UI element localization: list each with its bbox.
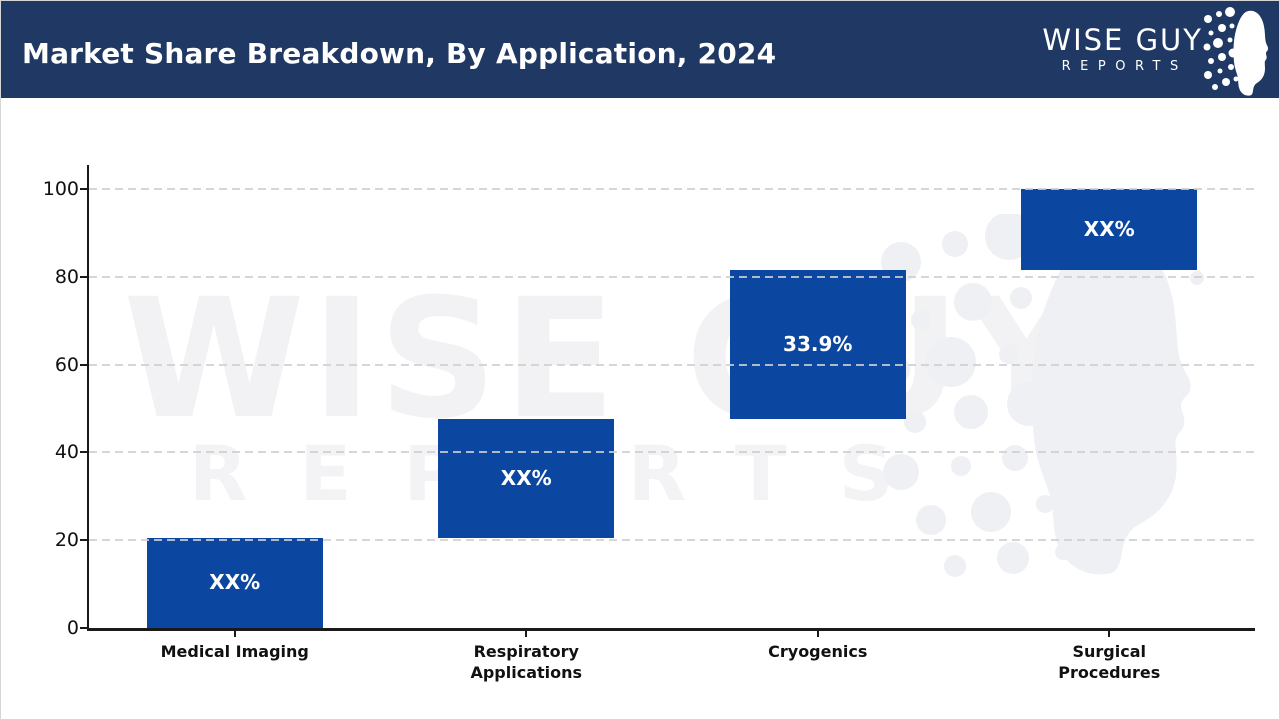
gridline xyxy=(89,451,1255,454)
y-tick-mark xyxy=(80,188,87,190)
x-tick-mark xyxy=(816,631,819,637)
y-tick-mark xyxy=(80,363,87,366)
y-tick-label: 100 xyxy=(42,178,79,200)
brand-logo-text: WISE GUY REPORTS xyxy=(1042,23,1203,74)
category-label: Cryogenics xyxy=(768,642,868,661)
y-tick-label: 40 xyxy=(54,441,79,464)
gridline xyxy=(89,188,1255,190)
bar-value-label: XX% xyxy=(500,465,552,490)
brand-subname: REPORTS xyxy=(1061,59,1188,74)
gridline xyxy=(89,275,1255,278)
bar-respiratory-applications xyxy=(438,419,615,538)
y-tick-label: 80 xyxy=(54,265,79,288)
header-bar: Market Share Breakdown, By Application, … xyxy=(1,1,1279,98)
x-axis xyxy=(87,628,1255,631)
brand-face-dots-icon xyxy=(1203,7,1269,96)
y-axis xyxy=(87,165,89,630)
x-tick-mark xyxy=(1108,631,1111,637)
category-label: Respiratory Applications xyxy=(470,642,583,682)
y-tick-mark xyxy=(80,451,87,454)
x-tick-mark xyxy=(233,631,236,637)
y-tick-label: 20 xyxy=(54,529,79,552)
category-label: Surgical Procedures xyxy=(1058,642,1161,682)
gridline xyxy=(89,539,1255,542)
bar-surgical-procedures xyxy=(1021,189,1198,271)
y-tick-label: 60 xyxy=(54,353,79,376)
y-tick-mark xyxy=(80,539,87,542)
brand-name: WISE GUY xyxy=(1042,23,1203,57)
bar-value-label: 33.9% xyxy=(783,331,853,356)
x-tick-mark xyxy=(525,631,528,637)
bar-cryogenics xyxy=(729,270,906,420)
y-tick-label: 0 xyxy=(66,617,79,639)
brand-logo: WISE GUY REPORTS xyxy=(1019,5,1269,96)
gridline xyxy=(89,363,1255,366)
page-title: Market Share Breakdown, By Application, … xyxy=(22,37,777,70)
category-label: Medical Imaging xyxy=(160,642,309,661)
bar-medical-imaging xyxy=(146,538,323,628)
y-tick-mark xyxy=(80,627,87,629)
y-tick-mark xyxy=(80,275,87,278)
bar-value-label: XX% xyxy=(1083,216,1135,241)
bar-value-label: XX% xyxy=(209,570,261,594)
